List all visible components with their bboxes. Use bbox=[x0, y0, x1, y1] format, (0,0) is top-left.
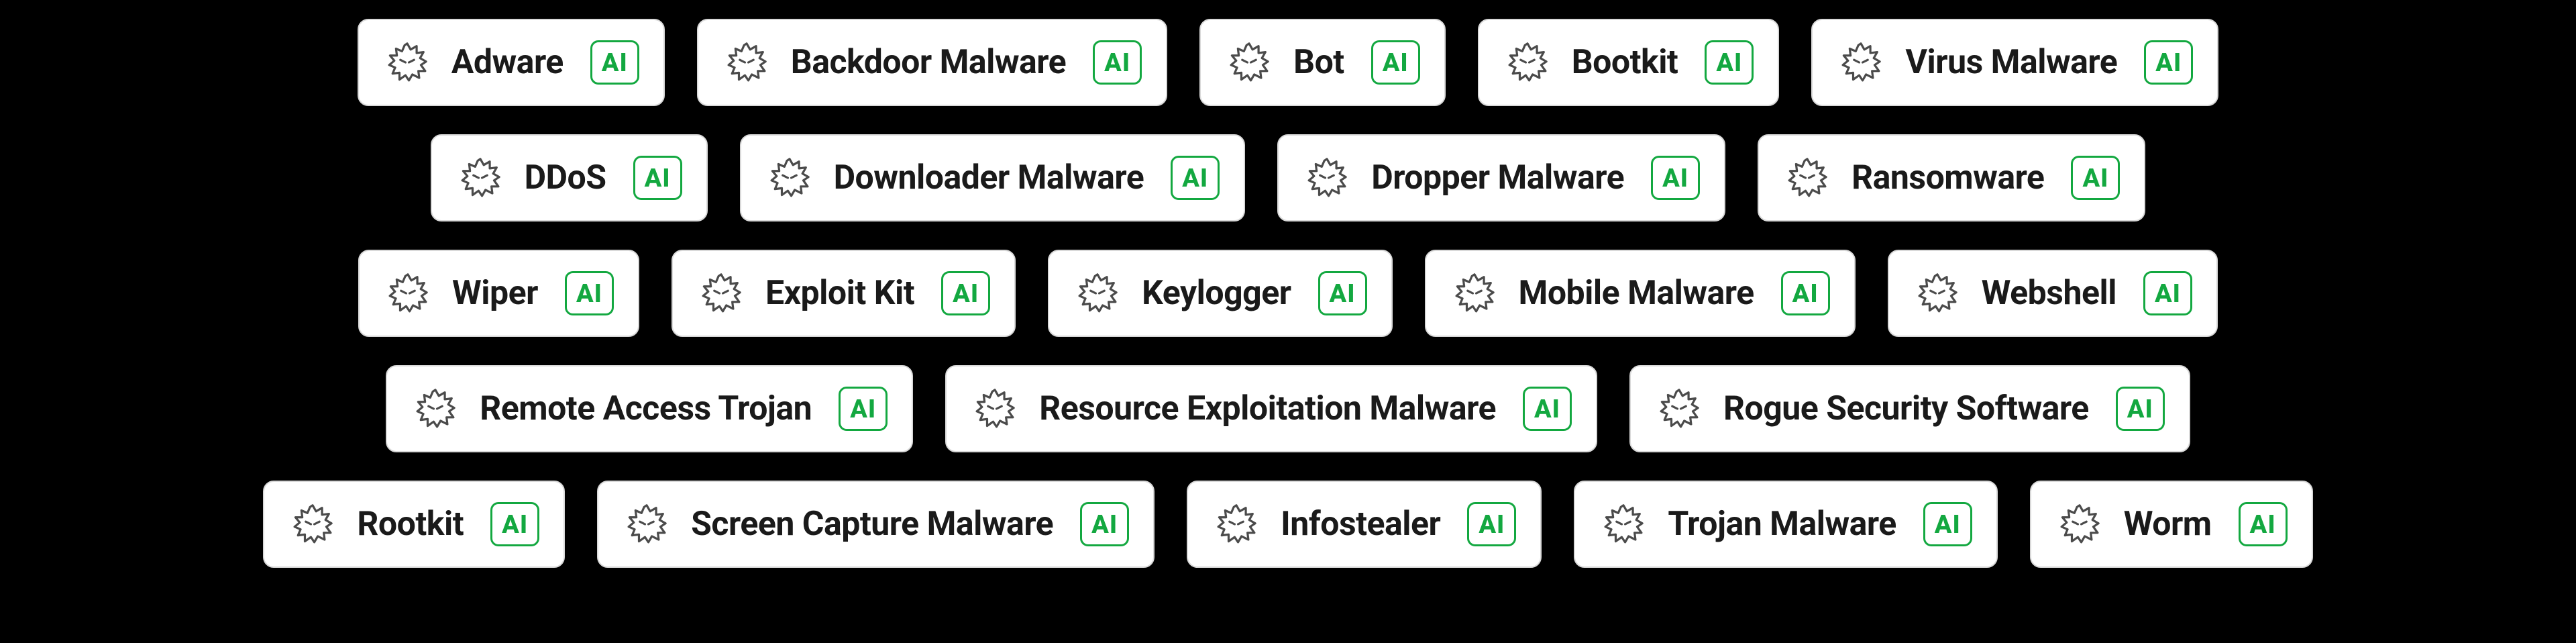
chip-mobile-malware[interactable]: Mobile MalwareAI bbox=[1425, 250, 1856, 337]
malware-icon bbox=[291, 503, 334, 546]
malware-icon bbox=[725, 41, 768, 84]
chip-dropper-malware[interactable]: Dropper MalwareAI bbox=[1277, 134, 1725, 221]
ai-badge: AI bbox=[1781, 271, 1830, 315]
ai-badge: AI bbox=[2143, 271, 2192, 315]
chip-bootkit[interactable]: BootkitAI bbox=[1478, 19, 1780, 106]
ai-badge: AI bbox=[1318, 271, 1367, 315]
malware-icon bbox=[386, 41, 429, 84]
malware-icon bbox=[1076, 272, 1119, 315]
malware-icon bbox=[1786, 156, 1829, 199]
ai-badge: AI bbox=[1923, 502, 1972, 546]
malware-type-grid: AdwareAI Backdoor MalwareAI BotAI Bootki… bbox=[0, 0, 2576, 643]
chip-label: Infostealer bbox=[1258, 505, 1467, 544]
chip-virus-malware[interactable]: Virus MalwareAI bbox=[1811, 19, 2218, 106]
malware-icon bbox=[1658, 387, 1701, 430]
chip-label: Bootkit bbox=[1549, 43, 1705, 82]
ai-badge: AI bbox=[490, 502, 539, 546]
chip-backdoor-malware[interactable]: Backdoor MalwareAI bbox=[697, 19, 1167, 106]
chip-label: Exploit Kit bbox=[743, 274, 941, 313]
malware-icon bbox=[1839, 41, 1882, 84]
chip-label: Adware bbox=[429, 43, 590, 82]
chip-bot[interactable]: BotAI bbox=[1199, 19, 1446, 106]
ai-badge: AI bbox=[941, 271, 990, 315]
chip-label: Rootkit bbox=[334, 505, 490, 544]
chip-webshell[interactable]: WebshellAI bbox=[1888, 250, 2218, 337]
ai-badge: AI bbox=[1080, 502, 1129, 546]
ai-badge: AI bbox=[2071, 156, 2120, 200]
malware-icon bbox=[768, 156, 811, 199]
chip-label: Screen Capture Malware bbox=[668, 505, 1080, 544]
malware-icon bbox=[414, 387, 457, 430]
chip-label: Bot bbox=[1271, 43, 1371, 82]
chip-downloader-malware[interactable]: Downloader MalwareAI bbox=[740, 134, 1246, 221]
chip-trojan-malware[interactable]: Trojan MalwareAI bbox=[1574, 481, 1997, 568]
chip-row-4: RootkitAI Screen Capture MalwareAI Infos… bbox=[0, 481, 2576, 568]
malware-icon bbox=[386, 272, 429, 315]
chip-keylogger[interactable]: KeyloggerAI bbox=[1048, 250, 1392, 337]
chip-row-1: DDoSAI Downloader MalwareAI Dropper Malw… bbox=[0, 134, 2576, 221]
chip-label: Resource Exploitation Malware bbox=[1016, 389, 1523, 428]
ai-badge: AI bbox=[1093, 40, 1142, 85]
ai-badge: AI bbox=[565, 271, 614, 315]
chip-adware[interactable]: AdwareAI bbox=[358, 19, 665, 106]
chip-label: Ransomware bbox=[1829, 158, 2071, 197]
ai-badge: AI bbox=[839, 387, 888, 431]
chip-wiper[interactable]: WiperAI bbox=[358, 250, 639, 337]
malware-icon bbox=[459, 156, 502, 199]
ai-badge: AI bbox=[590, 40, 639, 85]
ai-badge: AI bbox=[1651, 156, 1700, 200]
chip-row-2: WiperAI Exploit KitAI KeyloggerAI Mobile… bbox=[0, 250, 2576, 337]
ai-badge: AI bbox=[633, 156, 682, 200]
chip-resource-exploitation-malware[interactable]: Resource Exploitation MalwareAI bbox=[945, 365, 1597, 452]
ai-badge: AI bbox=[2144, 40, 2193, 85]
malware-icon bbox=[625, 503, 668, 546]
chip-exploit-kit[interactable]: Exploit KitAI bbox=[672, 250, 1016, 337]
chip-label: Webshell bbox=[1959, 274, 2143, 313]
chip-worm[interactable]: WormAI bbox=[2030, 481, 2313, 568]
malware-icon bbox=[1453, 272, 1496, 315]
ai-badge: AI bbox=[1171, 156, 1220, 200]
malware-icon bbox=[2058, 503, 2101, 546]
ai-badge: AI bbox=[2116, 387, 2165, 431]
chip-screen-capture-malware[interactable]: Screen Capture MalwareAI bbox=[597, 481, 1155, 568]
malware-icon bbox=[1228, 41, 1271, 84]
malware-icon bbox=[1215, 503, 1258, 546]
chip-label: Rogue Security Software bbox=[1701, 389, 2116, 428]
chip-label: Keylogger bbox=[1119, 274, 1318, 313]
malware-icon bbox=[1506, 41, 1549, 84]
chip-label: DDoS bbox=[502, 158, 633, 197]
ai-badge: AI bbox=[1523, 387, 1572, 431]
chip-rootkit[interactable]: RootkitAI bbox=[263, 481, 565, 568]
chip-ransomware[interactable]: RansomwareAI bbox=[1758, 134, 2145, 221]
malware-icon bbox=[700, 272, 743, 315]
chip-label: Wiper bbox=[429, 274, 565, 313]
malware-icon bbox=[1916, 272, 1959, 315]
chip-label: Worm bbox=[2101, 505, 2239, 544]
chip-label: Virus Malware bbox=[1882, 43, 2144, 82]
chip-label: Backdoor Malware bbox=[768, 43, 1093, 82]
chip-label: Downloader Malware bbox=[811, 158, 1171, 197]
chip-label: Remote Access Trojan bbox=[457, 389, 839, 428]
chip-row-0: AdwareAI Backdoor MalwareAI BotAI Bootki… bbox=[0, 19, 2576, 106]
chip-label: Trojan Malware bbox=[1645, 505, 1923, 544]
chip-ddos[interactable]: DDoSAI bbox=[431, 134, 708, 221]
ai-badge: AI bbox=[1371, 40, 1420, 85]
chip-label: Mobile Malware bbox=[1496, 274, 1781, 313]
ai-badge: AI bbox=[2239, 502, 2288, 546]
chip-rogue-security-software[interactable]: Rogue Security SoftwareAI bbox=[1629, 365, 2190, 452]
malware-icon bbox=[1602, 503, 1645, 546]
chip-infostealer[interactable]: InfostealerAI bbox=[1187, 481, 1542, 568]
chip-row-3: Remote Access TrojanAI Resource Exploita… bbox=[0, 365, 2576, 452]
ai-badge: AI bbox=[1705, 40, 1754, 85]
malware-icon bbox=[1305, 156, 1348, 199]
ai-badge: AI bbox=[1467, 502, 1516, 546]
chip-remote-access-trojan[interactable]: Remote Access TrojanAI bbox=[386, 365, 913, 452]
chip-label: Dropper Malware bbox=[1348, 158, 1651, 197]
malware-icon bbox=[973, 387, 1016, 430]
